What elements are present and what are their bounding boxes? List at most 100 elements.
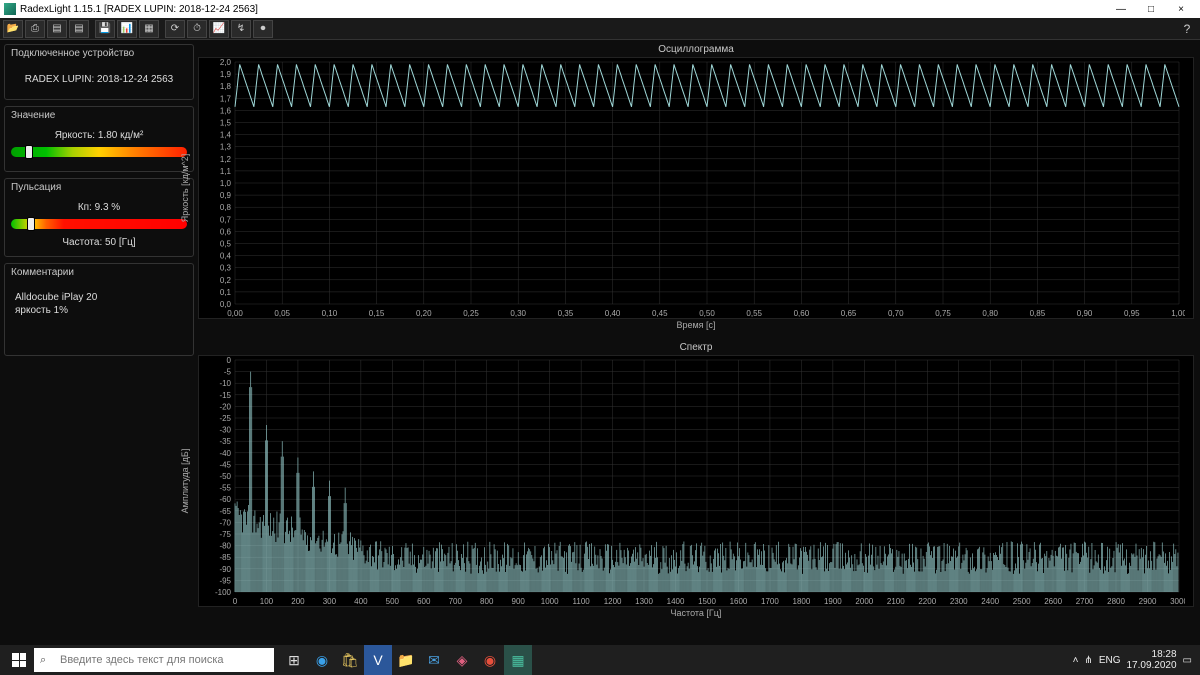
taskbar-app-visio[interactable]: V [364,645,392,675]
svg-text:0,25: 0,25 [463,309,479,318]
svg-text:-75: -75 [219,530,231,539]
svg-text:1,2: 1,2 [220,155,232,164]
toolbar-button-11[interactable]: ⏺ [253,20,273,38]
svg-text:1,9: 1,9 [220,70,232,79]
osc-xlabel: Время [с] [198,320,1194,330]
pulsation-label: Кп: 9.3 % [11,202,187,213]
svg-text:-85: -85 [219,553,231,562]
tray-chevron-icon[interactable]: ˄ [1073,655,1079,666]
toolbar-button-4[interactable]: 💾 [95,20,115,38]
brightness-bar [11,147,187,157]
search-box[interactable]: ⌕ Введите здесь текст для поиска [34,648,274,672]
svg-text:-20: -20 [219,402,231,411]
svg-text:1200: 1200 [604,597,622,606]
device-name: RADEX LUPIN: 2018-12-24 2563 [11,68,187,91]
taskbar-app-edge[interactable]: ◉ [308,645,336,675]
device-title: Подключенное устройство [5,45,193,62]
start-button[interactable] [4,645,34,675]
svg-text:0,40: 0,40 [605,309,621,318]
taskbar-app-radex[interactable]: ▦ [504,645,532,675]
osc-ylabel: Яркость [кд/м^2] [180,154,190,222]
svg-text:1600: 1600 [730,597,748,606]
toolbar-button-7[interactable]: ⟳ [165,20,185,38]
pulsation-panel: Пульсация Кп: 9.3 % Частота: 50 [Гц] [4,178,194,257]
device-panel: Подключенное устройство RADEX LUPIN: 201… [4,44,194,100]
svg-text:0,60: 0,60 [794,309,810,318]
tray-lang[interactable]: ENG [1099,655,1121,666]
svg-text:200: 200 [291,597,305,606]
toolbar-button-6[interactable]: ▦ [139,20,159,38]
svg-text:1100: 1100 [573,597,591,606]
svg-text:-100: -100 [215,588,232,597]
svg-text:2900: 2900 [1139,597,1157,606]
svg-text:-60: -60 [219,495,231,504]
svg-text:0,1: 0,1 [220,288,232,297]
tray-clock[interactable]: 18:28 17.09.2020 [1126,649,1176,671]
toolbar-button-0[interactable]: 📂 [3,20,23,38]
svg-text:-10: -10 [219,379,231,388]
svg-text:0,5: 0,5 [220,240,232,249]
toolbar: 📂⎙▤▤💾📊▦⟳⏱📈↯⏺ ? [0,18,1200,40]
svg-text:0,15: 0,15 [369,309,385,318]
search-placeholder: Введите здесь текст для поиска [60,654,224,666]
svg-text:0,3: 0,3 [220,264,232,273]
svg-text:0,75: 0,75 [935,309,951,318]
svg-text:2700: 2700 [1076,597,1094,606]
tray-network-icon[interactable]: ⋔ [1084,655,1092,666]
window-title: RadexLight 1.15.1 [RADEX LUPIN: 2018-12-… [20,4,1106,15]
svg-text:1900: 1900 [824,597,842,606]
taskbar-app-explorer[interactable]: 📁 [392,645,420,675]
svg-text:400: 400 [354,597,368,606]
comments-text[interactable]: Alldocube iPlay 20 яркость 1% [11,287,187,347]
svg-text:0,10: 0,10 [322,309,338,318]
svg-text:600: 600 [417,597,431,606]
close-button[interactable]: × [1166,4,1196,15]
tray-notifications-icon[interactable]: ▭ [1183,655,1192,666]
svg-text:300: 300 [323,597,337,606]
toolbar-button-5[interactable]: 📊 [117,20,137,38]
toolbar-button-1[interactable]: ⎙ [25,20,45,38]
comments-panel: Комментарии Alldocube iPlay 20 яркость 1… [4,263,194,356]
oscillogram-chart: Яркость [кд/м^2] 0,00,10,20,30,40,50,60,… [198,57,1194,319]
svg-text:2300: 2300 [950,597,968,606]
toolbar-button-3[interactable]: ▤ [69,20,89,38]
minimize-button[interactable]: — [1106,4,1136,15]
svg-text:0: 0 [233,597,238,606]
svg-text:500: 500 [386,597,400,606]
titlebar: RadexLight 1.15.1 [RADEX LUPIN: 2018-12-… [0,0,1200,18]
svg-text:2500: 2500 [1013,597,1031,606]
value-title: Значение [5,107,193,124]
svg-text:-25: -25 [219,414,231,423]
help-button[interactable]: ? [1177,22,1197,36]
oscillogram-title: Осциллограмма [198,44,1194,55]
tray-time: 18:28 [1126,649,1176,660]
taskbar: ⌕ Введите здесь текст для поиска ⊞◉🛍V📁✉◈… [0,645,1200,675]
svg-text:0,65: 0,65 [841,309,857,318]
svg-text:1700: 1700 [761,597,779,606]
tray-date: 17.09.2020 [1126,660,1176,671]
svg-text:2400: 2400 [981,597,999,606]
taskbar-app-chrome[interactable]: ◉ [476,645,504,675]
spectrum-panel: Спектр Амплитуда [дБ] -100-95-90-85-80-7… [198,342,1194,618]
toolbar-button-2[interactable]: ▤ [47,20,67,38]
svg-text:1,1: 1,1 [220,167,232,176]
svg-text:2,0: 2,0 [220,58,232,67]
toolbar-button-9[interactable]: 📈 [209,20,229,38]
toolbar-button-10[interactable]: ↯ [231,20,251,38]
svg-text:0,70: 0,70 [888,309,904,318]
svg-text:-35: -35 [219,437,231,446]
taskbar-app-app1[interactable]: ◈ [448,645,476,675]
brightness-marker [25,145,33,159]
svg-text:0,05: 0,05 [274,309,290,318]
taskbar-app-task-view[interactable]: ⊞ [280,645,308,675]
svg-text:1000: 1000 [541,597,559,606]
taskbar-app-mail[interactable]: ✉ [420,645,448,675]
svg-text:0: 0 [227,356,232,365]
svg-text:-45: -45 [219,460,231,469]
svg-text:1500: 1500 [698,597,716,606]
maximize-button[interactable]: □ [1136,4,1166,15]
svg-text:0,9: 0,9 [220,191,232,200]
toolbar-button-8[interactable]: ⏱ [187,20,207,38]
taskbar-app-store[interactable]: 🛍 [336,645,364,675]
brightness-label: Яркость: 1.80 кд/м² [11,130,187,141]
